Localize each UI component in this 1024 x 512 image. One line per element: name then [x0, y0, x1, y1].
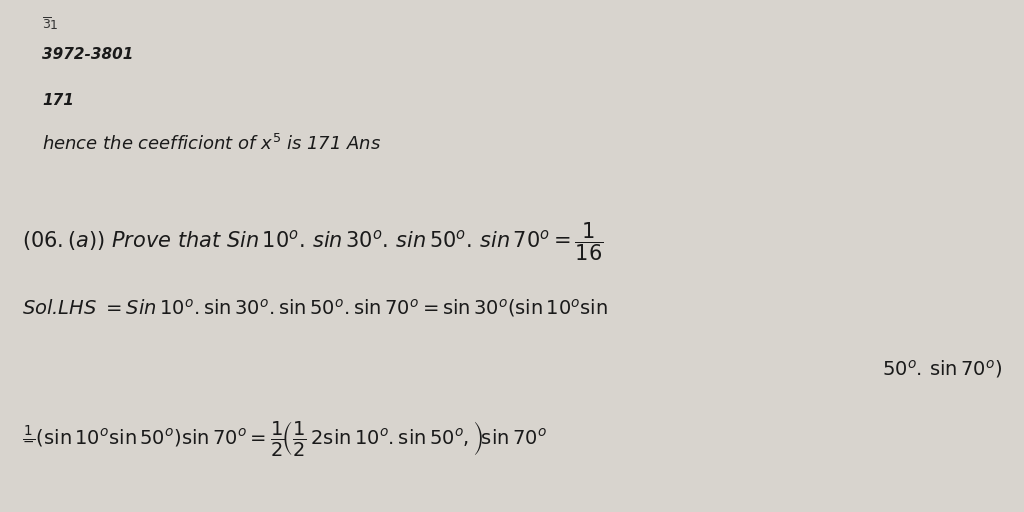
Text: $\frac{1}{-}(\sin 10^o\sin 50^o)\sin 70^o = \dfrac{1}{2}\!\left(\dfrac{1}{2}\,2\: $\frac{1}{-}(\sin 10^o\sin 50^o)\sin 70^…: [22, 419, 547, 458]
Text: $(06.(a))$ Prove that $\mathit{Sin}\,10^o.\,\mathit{sin}\,30^o.\,\mathit{sin}\,5: $(06.(a))$ Prove that $\mathit{Sin}\,10^…: [22, 220, 603, 263]
Text: 3972-3801: 3972-3801: [42, 47, 133, 62]
Text: $50^o.\,\sin 70^o)$: $50^o.\,\sin 70^o)$: [882, 358, 1002, 380]
Text: $\overline{3}1$: $\overline{3}1$: [42, 17, 59, 33]
Text: hence the ceefficiont of $x^5$ is 171 Ans: hence the ceefficiont of $x^5$ is 171 An…: [42, 134, 382, 154]
Text: Sol.LHS $= \mathit{Sin}\,10^o.\sin 30^o.\sin 50^o.\sin 70^o = \sin 30^o(\sin 10^: Sol.LHS $= \mathit{Sin}\,10^o.\sin 30^o.…: [22, 297, 608, 319]
Text: 171: 171: [42, 93, 74, 108]
